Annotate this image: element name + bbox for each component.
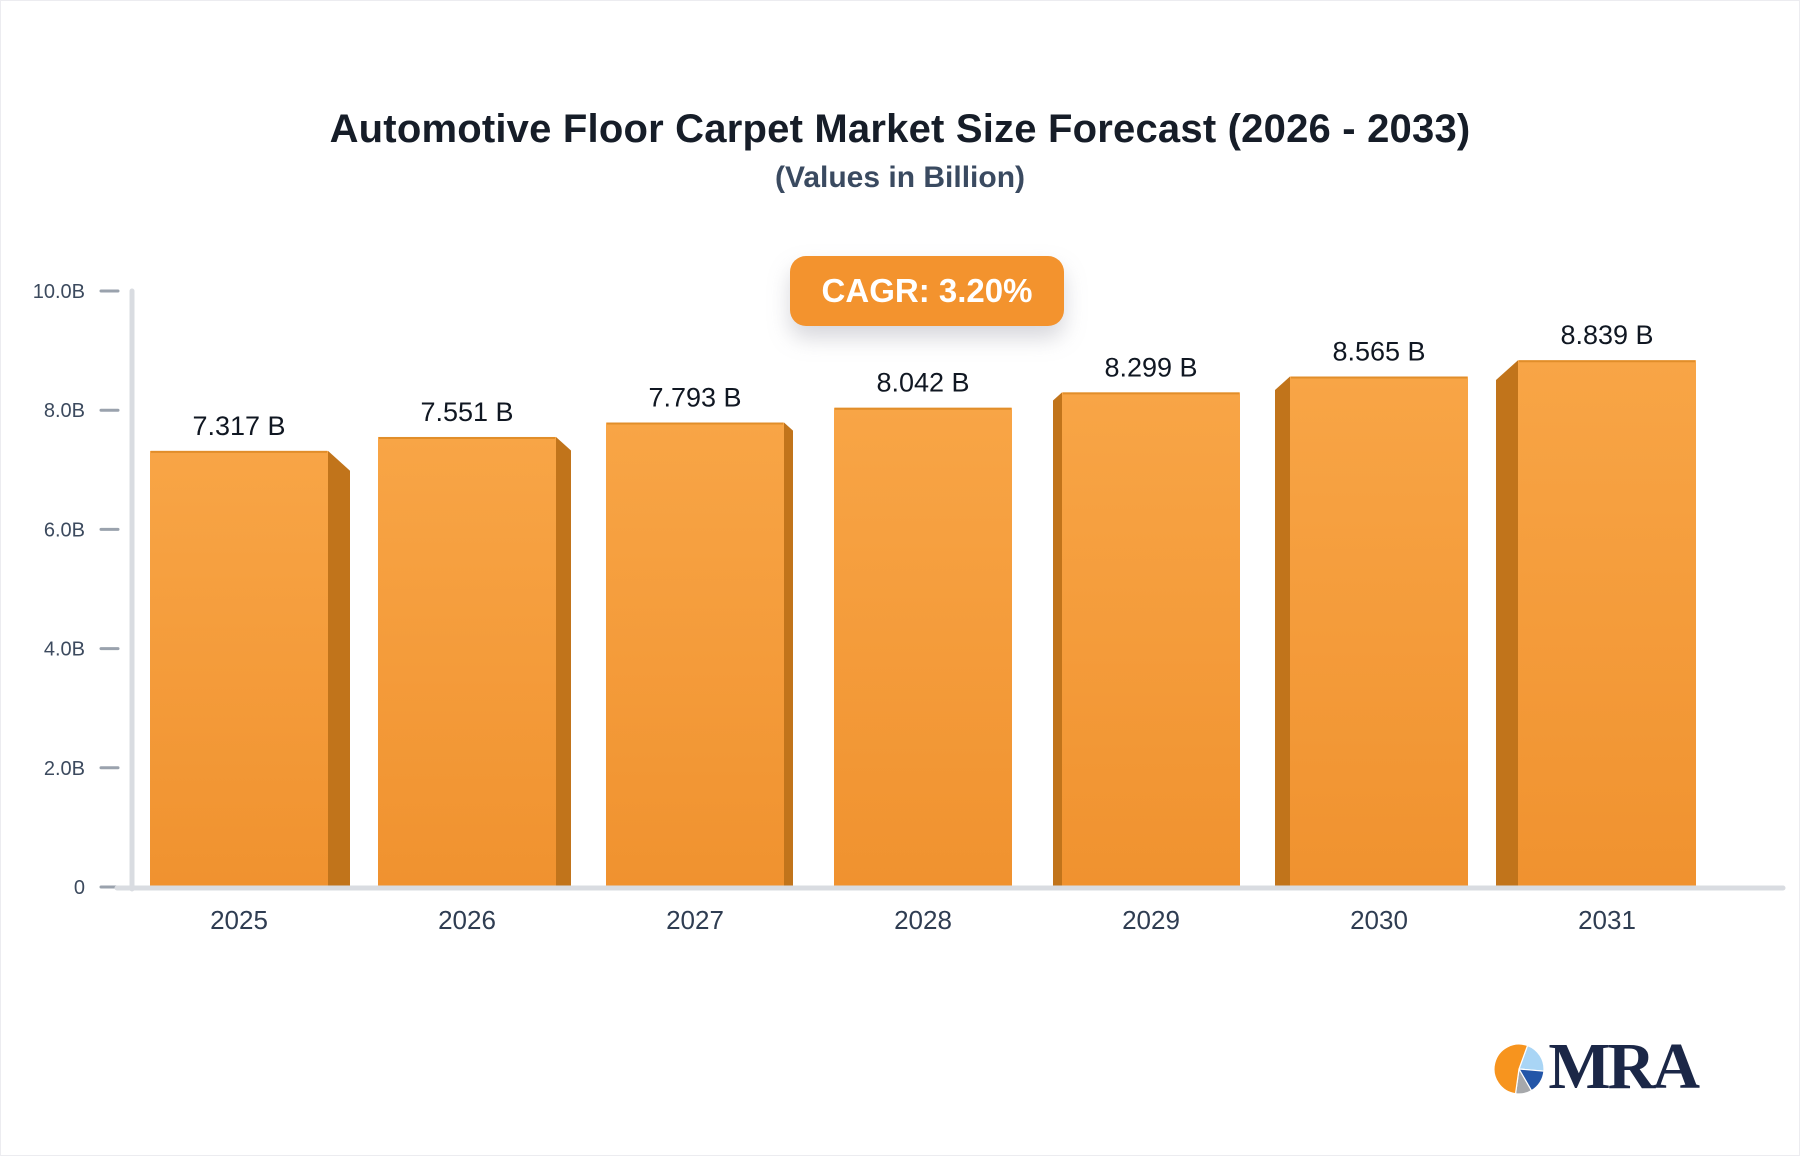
logo-text: MRA [1548,1030,1700,1103]
bar-front [1290,376,1468,887]
chart-subtitle: (Values in Billion) [774,161,1026,194]
bar-side [1053,392,1062,887]
y-axis-tick-label: 0 [74,877,85,899]
bar-side [1496,360,1518,888]
bar-front [1518,360,1696,888]
cagr-badge: CAGR: 3.20% [790,256,1064,326]
bar-value-label: 8.565 B [1332,337,1425,367]
bar-front [606,422,784,887]
bar-side [1275,376,1290,887]
x-axis-label: 2030 [1350,905,1408,935]
bar-front [378,436,556,887]
brand-logo: MRA [1492,1030,1700,1103]
logo-pie-slice-orange [1493,1043,1529,1095]
bar-value-label: 7.551 B [420,397,513,427]
x-axis-label: 2031 [1578,905,1636,935]
x-axis-label: 2029 [1122,905,1180,935]
chart-title: Automotive Floor Carpet Market Size Fore… [329,107,1471,151]
bar-front [834,407,1012,887]
x-axis-label: 2027 [666,905,724,935]
cagr-badge-label: CAGR: 3.20% [821,272,1033,309]
x-axis-label: 2025 [210,905,268,935]
y-axis-tick-label: 8.0B [44,400,85,422]
bar-side [784,422,793,887]
y-axis-tick-label: 2.0B [44,758,85,780]
x-axis-label: 2028 [894,905,952,935]
y-axis-tick-label: 4.0B [44,639,85,661]
y-axis-tick-label: 6.0B [44,519,85,541]
bar-value-label: 8.299 B [1104,352,1197,382]
logo-pie-icon [1493,1043,1545,1095]
bar-value-label: 8.042 B [876,368,969,398]
bar-front [1062,392,1240,887]
bar-front [150,450,328,887]
bar-value-label: 8.839 B [1560,320,1653,350]
bar-value-label: 7.793 B [648,383,741,413]
y-axis-tick-label: 10.0B [33,281,85,303]
bar-side [556,436,571,887]
bar-side [328,450,350,887]
x-axis-label: 2026 [438,905,496,935]
bar-value-label: 7.317 B [192,411,285,441]
